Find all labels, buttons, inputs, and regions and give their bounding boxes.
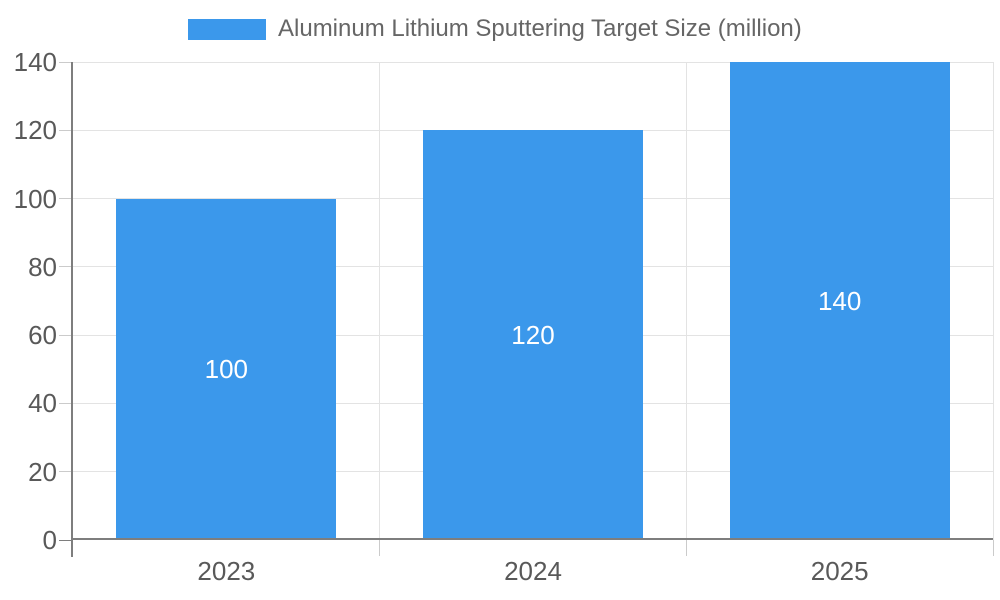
y-axis-tick-label: 80 — [28, 251, 57, 282]
y-axis-tick — [59, 539, 73, 541]
y-axis-tick-label: 0 — [42, 525, 57, 555]
bar-value-label: 100 — [204, 353, 249, 384]
y-axis-tick — [59, 61, 73, 63]
y-axis-tick-label: 60 — [28, 320, 57, 351]
y-axis-tick-label: 100 — [13, 183, 57, 214]
y-axis-tick-label: 20 — [28, 456, 57, 487]
y-gridline — [73, 61, 993, 63]
x-axis-tick — [685, 540, 687, 556]
y-axis-tick — [59, 471, 73, 473]
category-separator — [992, 62, 994, 540]
category-separator — [379, 62, 381, 540]
y-axis-tick — [59, 334, 73, 336]
x-axis-tick — [379, 540, 381, 556]
y-axis-tick-label: 140 — [13, 47, 57, 77]
category-separator — [685, 62, 687, 540]
x-axis-category-label: 2025 — [810, 556, 869, 586]
y-axis-tick-label: 120 — [13, 115, 57, 146]
x-axis-tick — [992, 540, 994, 556]
bar-2024: 120 — [423, 130, 643, 540]
x-axis-line — [71, 538, 993, 540]
bar-2023: 100 — [116, 198, 337, 540]
y-axis-tick-label: 40 — [28, 388, 57, 419]
x-axis-category-label: 2023 — [197, 556, 256, 586]
y-axis-tick — [59, 266, 73, 268]
bar-value-label: 120 — [511, 319, 555, 350]
bar-2025: 140 — [729, 62, 950, 540]
y-axis-tick — [59, 198, 73, 200]
y-axis-tick — [59, 402, 73, 404]
y-axis-line — [71, 62, 73, 557]
y-axis-tick — [59, 129, 73, 131]
legend: Aluminum Lithium Sputtering Target Size … — [188, 14, 802, 44]
bar-value-label: 140 — [817, 285, 862, 316]
x-axis-category-label: 2024 — [504, 556, 562, 586]
legend-label: Aluminum Lithium Sputtering Target Size … — [278, 15, 802, 42]
legend-swatch — [188, 18, 266, 40]
